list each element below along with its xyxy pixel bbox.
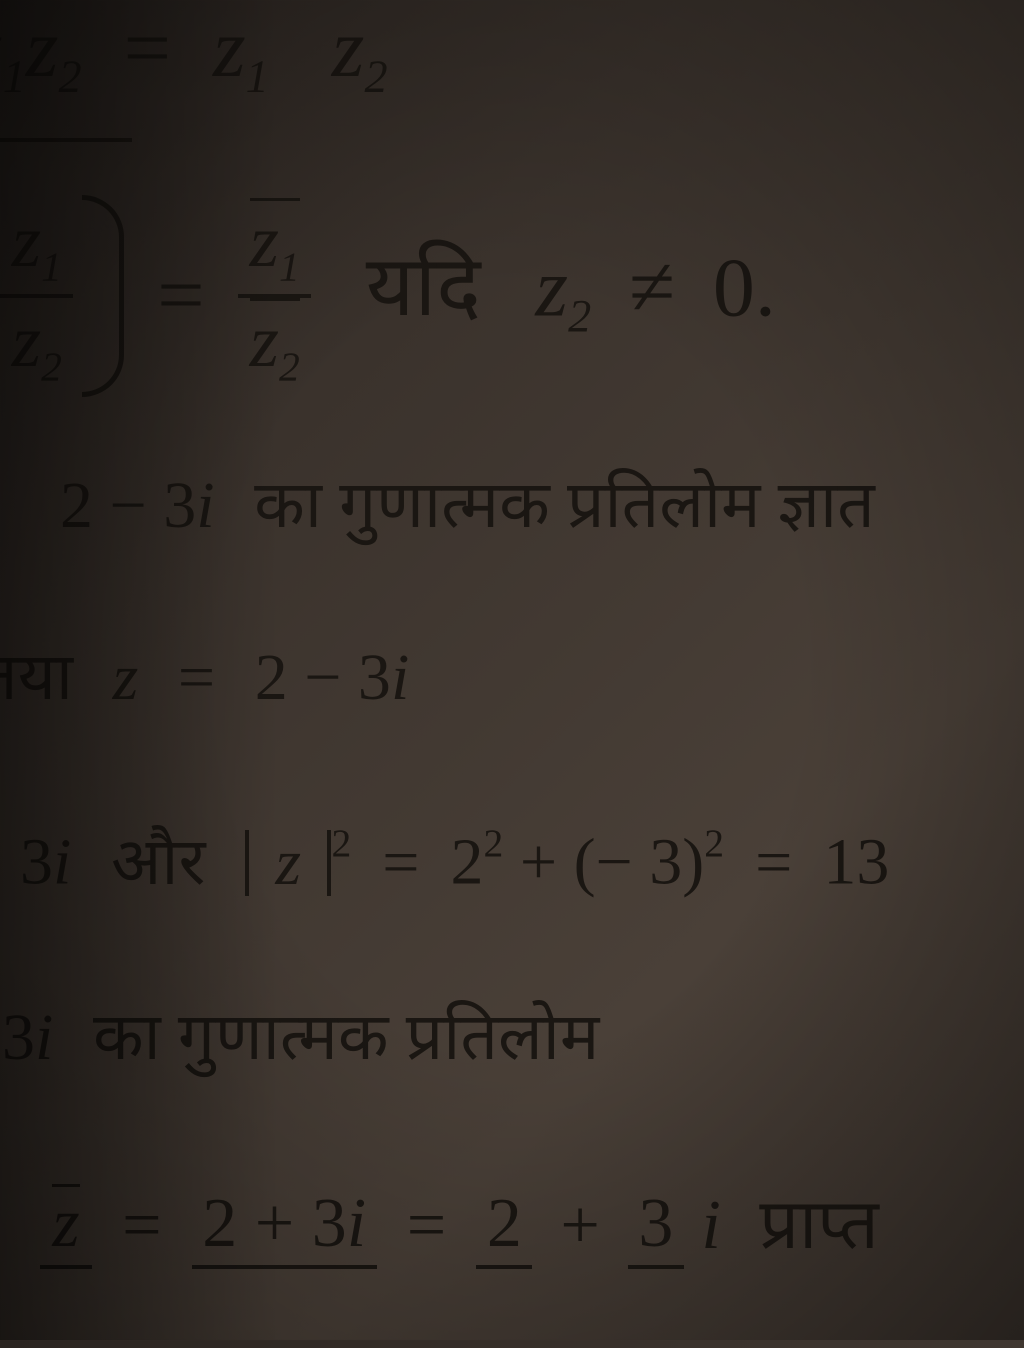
l5-sup-c: 2 — [704, 821, 724, 865]
eq2-lhs-num-z: z — [12, 200, 41, 283]
eq2-neq: ≠ — [629, 241, 675, 334]
l7-eq1: = — [122, 1187, 161, 1264]
l3-hindi: का गुणात्मक प्रतिलोम ज्ञात — [254, 468, 875, 554]
eq2-dot: . — [755, 241, 776, 334]
l4-z: z — [113, 641, 139, 714]
eq1-rhs-z1: z — [213, 2, 246, 95]
l3-expr: 2 − 3 — [60, 469, 196, 542]
l6-i: i — [35, 1001, 53, 1074]
eq1-lhs-sub1: 1 — [3, 51, 26, 102]
text-line-4: तया z = 2 − 3i — [0, 640, 409, 726]
page-root: z1z2 = z1 z2 z1 z2 = z1 z2 यदि z2 ≠ 0. 2… — [0, 0, 1024, 1340]
l5-eq2: = — [755, 826, 792, 899]
equation-line-2: z1 z2 = z1 z2 यदि z2 ≠ 0. — [0, 170, 776, 397]
l6-3: 3 — [2, 1001, 35, 1074]
l5-i: i — [53, 826, 71, 899]
l5-sup-a: 2 — [331, 821, 351, 865]
l7-r1-num: 2 — [487, 1185, 522, 1262]
eq1-rhs-sub1: 1 — [246, 51, 269, 102]
l4-hindi-prefix: तया — [0, 640, 73, 726]
l5-13: 13 — [823, 826, 889, 899]
l5-3: 3 — [20, 826, 53, 899]
eq1-rhs-sub2: 2 — [364, 51, 387, 102]
l7-mid-num-i: i — [347, 1185, 366, 1262]
l5-abs-z: z — [275, 826, 301, 899]
eq2-rhs-num-z: z — [250, 200, 279, 283]
equation-line-1: z1z2 = z1 z2 — [0, 0, 388, 103]
eq1-lhs-z2: z — [26, 2, 59, 95]
l5-hindi-and: और — [111, 825, 206, 911]
l7-mid-num: 2 + 3 — [202, 1185, 346, 1262]
l4-i: i — [391, 641, 409, 714]
l7-zbar: z — [52, 1189, 79, 1259]
l4-rhs: 2 − 3 — [255, 641, 391, 714]
l3-i: i — [196, 469, 214, 542]
l5-eq1: = — [382, 826, 419, 899]
eq2-lhs-den-sub: 2 — [41, 344, 62, 390]
l7-plus: + — [560, 1187, 599, 1264]
l5-sup-b: 2 — [484, 821, 504, 865]
l5-plus-neg3: + (− 3) — [520, 826, 704, 899]
eq2-rhs-den-z: z — [250, 300, 279, 383]
l7-i: i — [701, 1187, 720, 1264]
eq1-rhs-z2: z — [332, 2, 365, 95]
l6-hindi: का गुणात्मक प्रतिलोम — [93, 1000, 599, 1086]
text-line-3: 2 − 3i का गुणात्मक प्रतिलोम ज्ञात — [60, 468, 875, 554]
eq2-cond-sub: 2 — [568, 290, 591, 341]
big-paren-close — [82, 195, 124, 397]
eq1-equals: = — [124, 2, 171, 95]
eq2-lhs-num-sub: 1 — [41, 243, 62, 289]
l7-hindi-suffix: प्राप्त — [759, 1185, 878, 1277]
l5-t2: 2 — [451, 826, 484, 899]
eq2-rhs-den-sub: 2 — [279, 344, 300, 390]
eq1-lhs-sub2: 2 — [59, 51, 82, 102]
l4-eq: = — [178, 641, 215, 714]
eq2-rhs-num-sub: 1 — [279, 243, 300, 289]
text-line-6: 3i का गुणात्मक प्रतिलोम — [2, 1000, 599, 1086]
eq2-hindi-if: यदि — [366, 241, 481, 350]
eq2-lhs-den-z: z — [12, 300, 41, 383]
l7-r2-num: 3 — [638, 1185, 673, 1262]
eq2-equals: = — [157, 249, 204, 342]
eq2-zero: 0 — [713, 241, 755, 334]
equation-line-7: z x = 2 + 3i x = 2 x + 3 x i प्राप्त — [40, 1185, 879, 1345]
eq2-cond-z: z — [535, 241, 568, 334]
l7-eq2: = — [407, 1187, 446, 1264]
l5-abs: z — [245, 830, 331, 896]
text-line-5: 3i और z2 = 22 + (− 3)2 = 13 — [20, 820, 889, 911]
